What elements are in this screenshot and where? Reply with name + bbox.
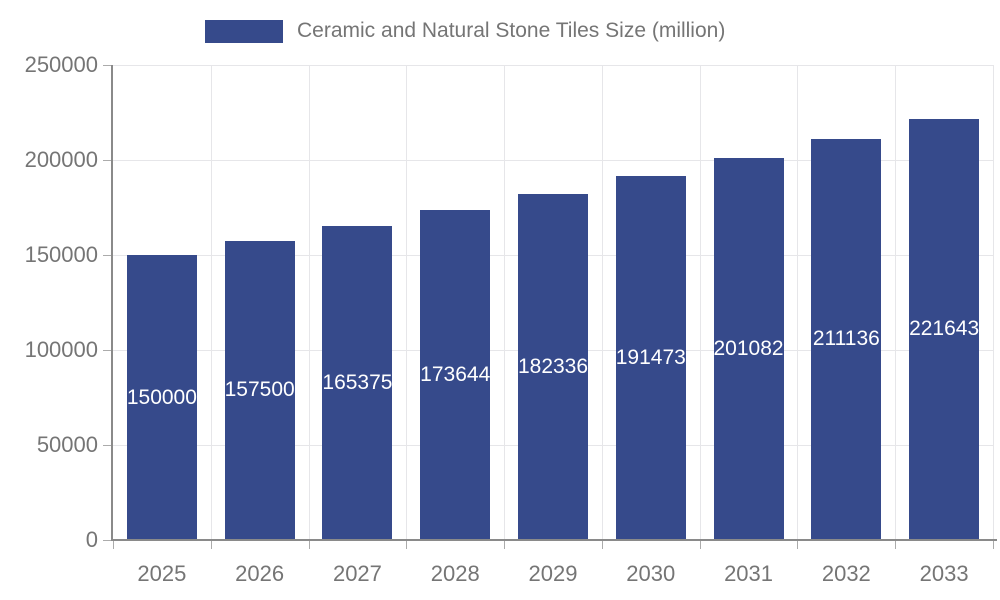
v-gridline bbox=[895, 65, 896, 540]
y-tick-mark bbox=[103, 540, 113, 541]
legend-swatch bbox=[205, 19, 283, 43]
y-tick-mark bbox=[103, 445, 113, 446]
bar-2033[interactable] bbox=[909, 118, 980, 540]
v-gridline bbox=[211, 65, 212, 540]
bar-2028[interactable] bbox=[420, 210, 491, 540]
x-axis-tick-label-2032: 2032 bbox=[821, 561, 871, 586]
x-tick-mark bbox=[113, 541, 114, 549]
v-gridline bbox=[993, 65, 994, 540]
x-tick-mark bbox=[211, 541, 212, 549]
x-axis-tick-label-2025: 2025 bbox=[137, 561, 187, 586]
x-axis-tick-label-2030: 2030 bbox=[626, 561, 676, 586]
v-gridline bbox=[602, 65, 603, 540]
y-axis-tick-label: 150000 bbox=[24, 242, 98, 267]
x-axis-tick-label-2028: 2028 bbox=[430, 561, 480, 586]
bar-2026[interactable] bbox=[224, 240, 295, 540]
v-gridline bbox=[406, 65, 407, 540]
legend-item[interactable]: Ceramic and Natural Stone Tiles Size (mi… bbox=[205, 19, 725, 43]
bar-value-label-2030: 191473 bbox=[615, 346, 686, 370]
x-axis-line bbox=[111, 539, 997, 541]
v-gridline bbox=[309, 65, 310, 540]
y-tick-mark bbox=[103, 255, 113, 256]
bar-2031[interactable] bbox=[713, 157, 784, 540]
x-tick-mark bbox=[602, 541, 603, 549]
bar-value-label-2033: 221643 bbox=[909, 317, 980, 341]
x-tick-mark bbox=[406, 541, 407, 549]
v-gridline bbox=[797, 65, 798, 540]
bar-2032[interactable] bbox=[811, 138, 882, 540]
bar-2030[interactable] bbox=[615, 176, 686, 540]
y-tick-mark bbox=[103, 350, 113, 351]
bar-value-label-2028: 173644 bbox=[420, 363, 491, 387]
x-axis-tick-label-2026: 2026 bbox=[235, 561, 285, 586]
x-tick-mark bbox=[309, 541, 310, 549]
bar-2029[interactable] bbox=[518, 193, 588, 540]
y-axis-tick-label: 50000 bbox=[36, 432, 98, 457]
x-tick-mark bbox=[504, 541, 505, 549]
bar-2025[interactable] bbox=[126, 255, 197, 540]
bar-2027[interactable] bbox=[322, 225, 393, 540]
y-axis-tick-label: 200000 bbox=[24, 147, 98, 172]
v-gridline bbox=[700, 65, 701, 540]
bar-value-label-2025: 150000 bbox=[126, 385, 197, 409]
bar-value-label-2032: 211136 bbox=[812, 327, 880, 351]
v-gridline bbox=[504, 65, 505, 540]
legend-label: Ceramic and Natural Stone Tiles Size (mi… bbox=[297, 19, 726, 42]
x-tick-mark bbox=[895, 541, 896, 549]
y-axis-tick-label: 100000 bbox=[24, 337, 98, 362]
x-axis-tick-label-2027: 2027 bbox=[332, 561, 382, 586]
bar-value-label-2026: 157500 bbox=[224, 378, 295, 402]
x-tick-mark bbox=[797, 541, 798, 549]
y-tick-mark bbox=[103, 160, 113, 161]
h-gridline bbox=[113, 65, 993, 66]
x-axis-tick-label-2029: 2029 bbox=[528, 561, 578, 586]
y-axis-tick-label: 0 bbox=[85, 527, 98, 552]
bar-value-label-2027: 165375 bbox=[322, 370, 393, 394]
x-axis-tick-label-2033: 2033 bbox=[919, 561, 969, 586]
x-axis-tick-label-2031: 2031 bbox=[724, 561, 774, 586]
y-axis-line bbox=[111, 65, 113, 541]
y-tick-mark bbox=[103, 65, 113, 66]
x-tick-mark bbox=[700, 541, 701, 549]
y-axis-tick-label: 250000 bbox=[24, 52, 98, 77]
x-tick-mark bbox=[993, 541, 994, 549]
bar-value-label-2031: 201082 bbox=[713, 336, 784, 360]
bar-value-label-2029: 182336 bbox=[517, 354, 589, 378]
h-gridline bbox=[113, 160, 993, 161]
